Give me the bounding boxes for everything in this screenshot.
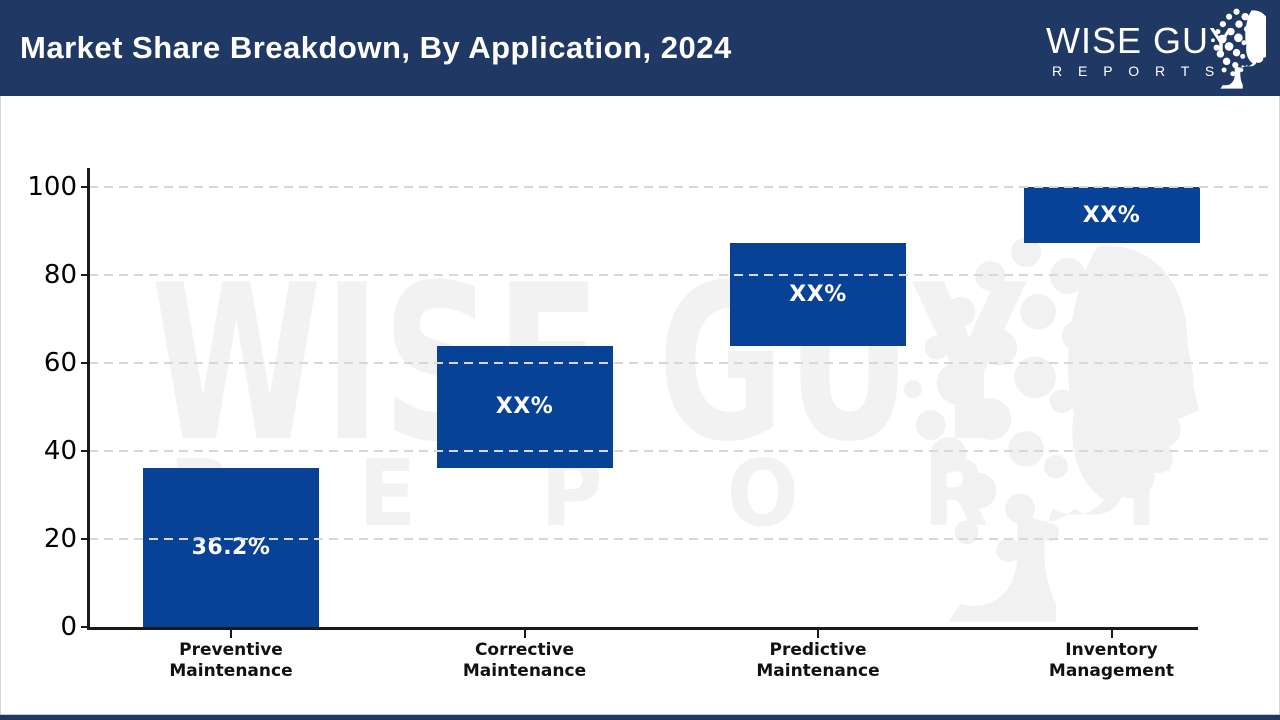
bottom-hairline [0,714,1280,715]
logo-text-wise-guy: WISE GUY [1046,20,1234,61]
y-axis-tick-40 [81,450,89,452]
chart-area: WISE GUY R E P O R T S 02040608010036.2%… [0,96,1280,714]
y-axis-label-0: 0 [60,612,77,642]
y-axis-label-100: 100 [27,172,77,202]
y-axis-line [87,168,90,630]
gridline-80 [89,274,1269,276]
bar-value-label: XX% [789,282,847,308]
y-axis-tick-80 [81,274,89,276]
y-axis-label-20: 20 [43,524,77,554]
category-label-0: Preventive Maintenance [169,640,293,681]
x-axis-tick-3 [1110,630,1113,638]
bar-predictive-maintenance: XX% [730,243,906,347]
header-bar: Market Share Breakdown, By Application, … [0,0,1280,96]
y-axis-tick-100 [81,186,89,188]
category-label-2: Predictive Maintenance [756,640,880,681]
gridline-60 [89,362,1269,364]
bar-inventory-management: XX% [1023,187,1200,244]
y-axis-label-40: 40 [43,436,77,466]
x-axis-tick-2 [817,630,819,638]
x-axis-tick-1 [523,630,526,638]
category-label-3: Inventory Management [1048,640,1175,681]
bar-preventive-maintenance: 36.2% [143,467,319,627]
y-axis-tick-20 [81,538,89,540]
x-axis-tick-0 [230,630,232,638]
bar-value-label: XX% [1082,202,1141,228]
wise-guy-logo: WISE GUY R E P O R T S [1046,8,1266,89]
y-axis-label-60: 60 [43,348,77,378]
page-title: Market Share Breakdown, By Application, … [20,30,732,65]
bar-value-label: XX% [495,394,554,420]
bottom-accent-bar [0,715,1280,720]
category-label-1: Corrective Maintenance [462,640,587,681]
gridline-20 [89,538,1269,540]
gridline-100 [89,186,1269,188]
logo-text-reports: R E P O R T S [1052,63,1220,79]
x-axis-line [87,627,1198,630]
gridline-40 [89,450,1269,452]
y-axis-label-80: 80 [43,260,77,290]
bar-corrective-maintenance: XX% [436,346,613,468]
y-axis-tick-0 [81,626,89,628]
y-axis-tick-60 [81,362,89,364]
